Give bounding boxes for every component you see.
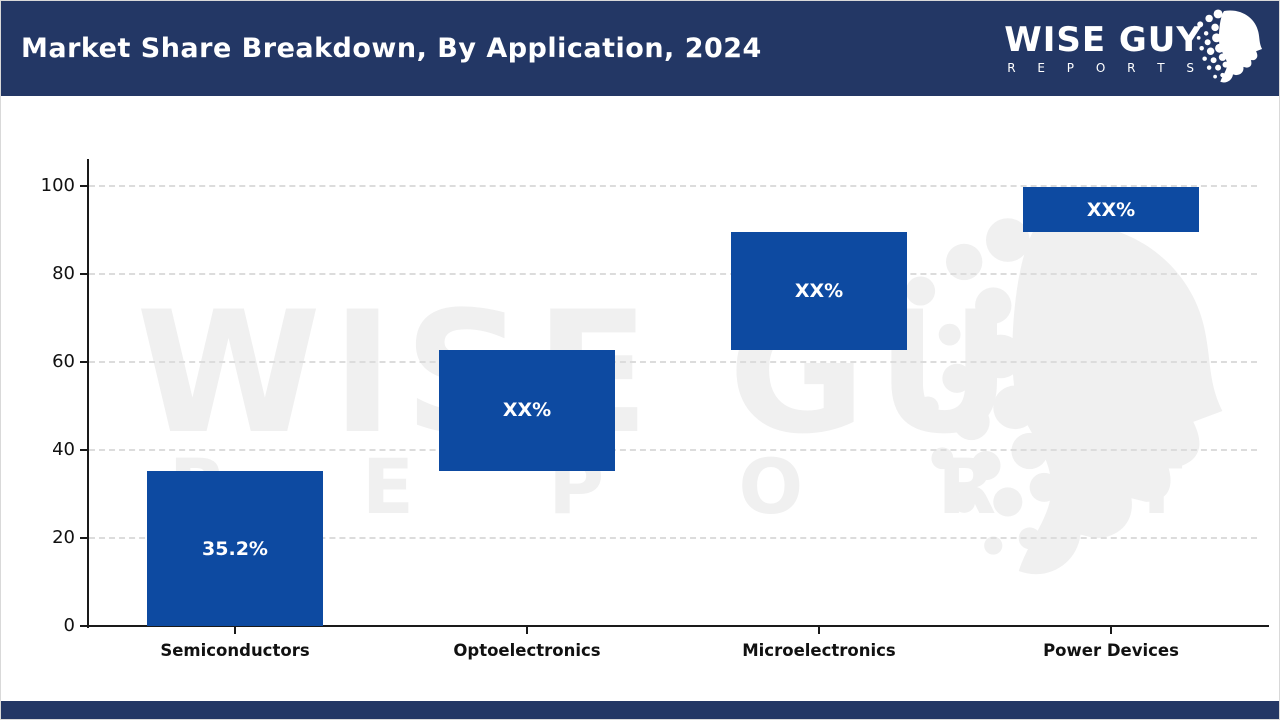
bar-value-label: XX%: [1086, 198, 1136, 221]
gridline-20: [89, 537, 1257, 539]
y-axis-tick-100: [80, 185, 89, 187]
y-axis-tick-60: [80, 361, 89, 363]
gridline-100: [89, 185, 1257, 187]
x-axis-category-label: Optoelectronics: [453, 641, 601, 660]
x-axis-category-label: Microelectronics: [742, 641, 896, 660]
y-axis-label-60: 60: [52, 351, 75, 372]
y-axis-label-40: 40: [52, 439, 75, 460]
footer-bar: [1, 701, 1279, 719]
gridline-80: [89, 273, 1257, 275]
header-bar: Market Share Breakdown, By Application, …: [1, 1, 1279, 96]
bar-value-label: 35.2%: [202, 537, 268, 560]
y-axis-label-0: 0: [63, 615, 75, 636]
bar-value-label: XX%: [502, 399, 552, 422]
y-axis-tick-0: [80, 625, 89, 627]
x-axis-category-label: Semiconductors: [160, 641, 310, 660]
logo-wiseguy-label: WISE GUY: [1004, 19, 1203, 60]
logo-text: WISE GUY R E P O R T S: [1003, 23, 1203, 75]
y-axis-line: [87, 159, 89, 628]
y-axis-label-100: 100: [40, 175, 75, 196]
x-axis-category-label: Power Devices: [1043, 641, 1179, 660]
wise-guy-reports-logo: WISE GUY R E P O R T S: [1003, 8, 1271, 90]
gridline-40: [89, 449, 1257, 451]
bar-microelectronics: XX%: [731, 232, 907, 350]
chart-title: Market Share Breakdown, By Application, …: [21, 33, 762, 64]
y-axis-label-20: 20: [52, 527, 75, 548]
y-axis-tick-20: [80, 537, 89, 539]
logo-face-icon: [1196, 8, 1263, 82]
bar-semiconductors: 35.2%: [147, 471, 323, 626]
y-axis-tick-80: [80, 273, 89, 275]
x-axis-tick-2: [818, 627, 820, 634]
logo-reports-label: R E P O R T S: [1007, 60, 1203, 75]
y-axis-label-80: 80: [52, 263, 75, 284]
x-axis-tick-3: [1110, 627, 1112, 634]
x-axis-tick-1: [526, 627, 528, 634]
gridline-60: [89, 361, 1257, 363]
bar-value-label: XX%: [794, 279, 844, 302]
bar-optoelectronics: XX%: [439, 349, 615, 472]
x-axis-line: [87, 625, 1269, 627]
y-axis-tick-40: [80, 449, 89, 451]
x-axis-tick-0: [234, 627, 236, 634]
bar-power-devices: XX%: [1023, 186, 1199, 233]
